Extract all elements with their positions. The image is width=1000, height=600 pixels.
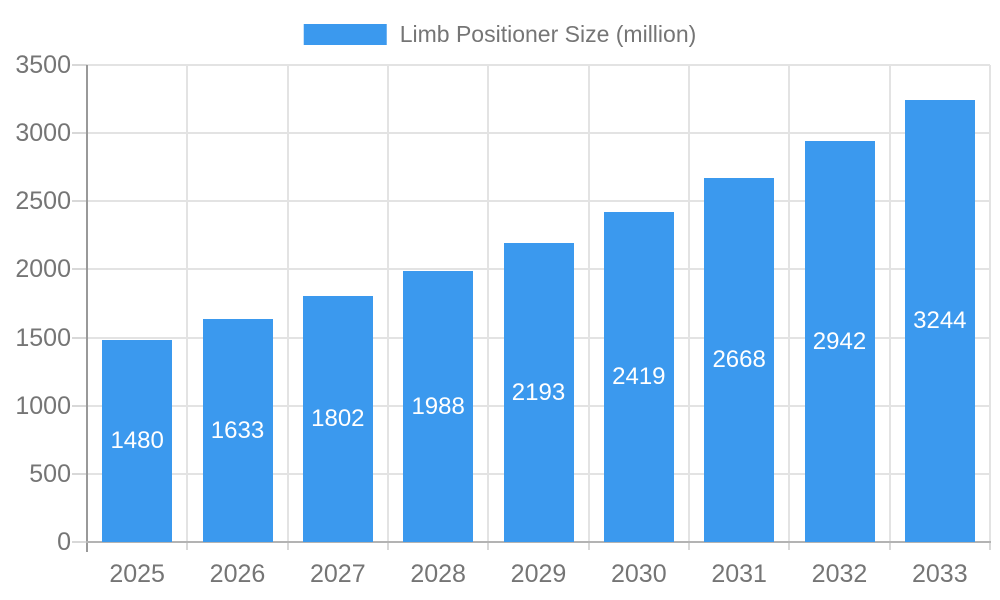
y-axis-tick	[72, 268, 87, 271]
gridline-vertical	[688, 65, 690, 542]
y-tick-label: 3000	[15, 119, 71, 148]
bar-value-label: 1480	[110, 427, 164, 455]
bar[interactable]: 2193	[503, 243, 574, 542]
bar[interactable]: 2942	[804, 141, 875, 542]
y-tick-label: 3500	[15, 51, 71, 79]
y-axis-tick	[72, 132, 87, 135]
y-axis-tick	[72, 541, 87, 543]
y-axis-tick	[72, 200, 87, 203]
x-axis-tick	[286, 542, 289, 550]
bar-value-label: 1802	[311, 405, 365, 433]
bar-value-label: 2419	[612, 363, 666, 391]
gridline-vertical	[888, 65, 891, 542]
legend-item[interactable]: Limb Positioner Size (million)	[303, 21, 697, 48]
x-axis-tick	[989, 542, 991, 550]
bar[interactable]: 1633	[202, 319, 273, 542]
x-axis-tick	[487, 542, 490, 550]
legend-label: Limb Positioner Size (million)	[399, 21, 697, 47]
gridline-vertical	[989, 65, 991, 542]
x-axis-tick	[888, 542, 891, 550]
x-axis-line	[86, 541, 991, 543]
gridline-horizontal	[87, 132, 990, 135]
bar-value-label: 2668	[712, 346, 766, 374]
x-tick-label: 2033	[912, 560, 968, 588]
y-axis-line	[86, 65, 88, 552]
x-tick-label: 2030	[611, 560, 667, 588]
x-tick-label: 2032	[811, 560, 868, 588]
x-tick-label: 2025	[109, 560, 165, 588]
bar-value-label: 2942	[812, 327, 867, 355]
y-tick-label: 2500	[15, 187, 71, 216]
y-axis-tick	[72, 336, 87, 339]
y-axis-tick	[72, 64, 87, 66]
bar[interactable]: 1480	[102, 340, 173, 542]
y-tick-label: 0	[57, 528, 71, 556]
bar[interactable]: 3244	[904, 99, 975, 542]
y-axis-tick	[72, 472, 87, 475]
x-tick-label: 2028	[410, 560, 466, 588]
x-tick-label: 2027	[310, 560, 366, 588]
x-axis-tick	[688, 542, 690, 550]
gridline-vertical	[587, 65, 590, 542]
x-axis-tick	[587, 542, 590, 550]
y-axis-tick	[72, 404, 87, 407]
x-axis-tick	[788, 542, 791, 550]
bar-value-label: 1633	[210, 416, 265, 444]
gridline-horizontal	[87, 200, 990, 203]
x-axis-tick	[186, 542, 189, 550]
bar[interactable]: 2419	[603, 212, 674, 542]
x-tick-label: 2031	[711, 560, 767, 588]
y-tick-label: 2000	[15, 255, 71, 284]
x-axis-tick	[387, 542, 389, 550]
legend-swatch	[303, 24, 387, 45]
y-tick-label: 1000	[15, 391, 71, 420]
gridline-vertical	[387, 65, 389, 542]
y-tick-label: 500	[29, 459, 71, 488]
bar[interactable]: 1802	[302, 296, 373, 542]
bar-value-label: 2193	[511, 378, 566, 406]
x-tick-label: 2029	[510, 560, 567, 588]
y-tick-label: 1500	[15, 323, 71, 352]
gridline-vertical	[186, 65, 189, 542]
bar-value-label: 3244	[913, 306, 967, 334]
x-tick-label: 2026	[209, 560, 266, 588]
bar[interactable]: 1988	[403, 271, 474, 542]
gridline-vertical	[487, 65, 490, 542]
bar-value-label: 1988	[411, 392, 465, 420]
bar[interactable]: 2668	[704, 178, 775, 542]
gridline-vertical	[788, 65, 791, 542]
gridline-vertical	[286, 65, 289, 542]
gridline-horizontal	[87, 64, 990, 66]
